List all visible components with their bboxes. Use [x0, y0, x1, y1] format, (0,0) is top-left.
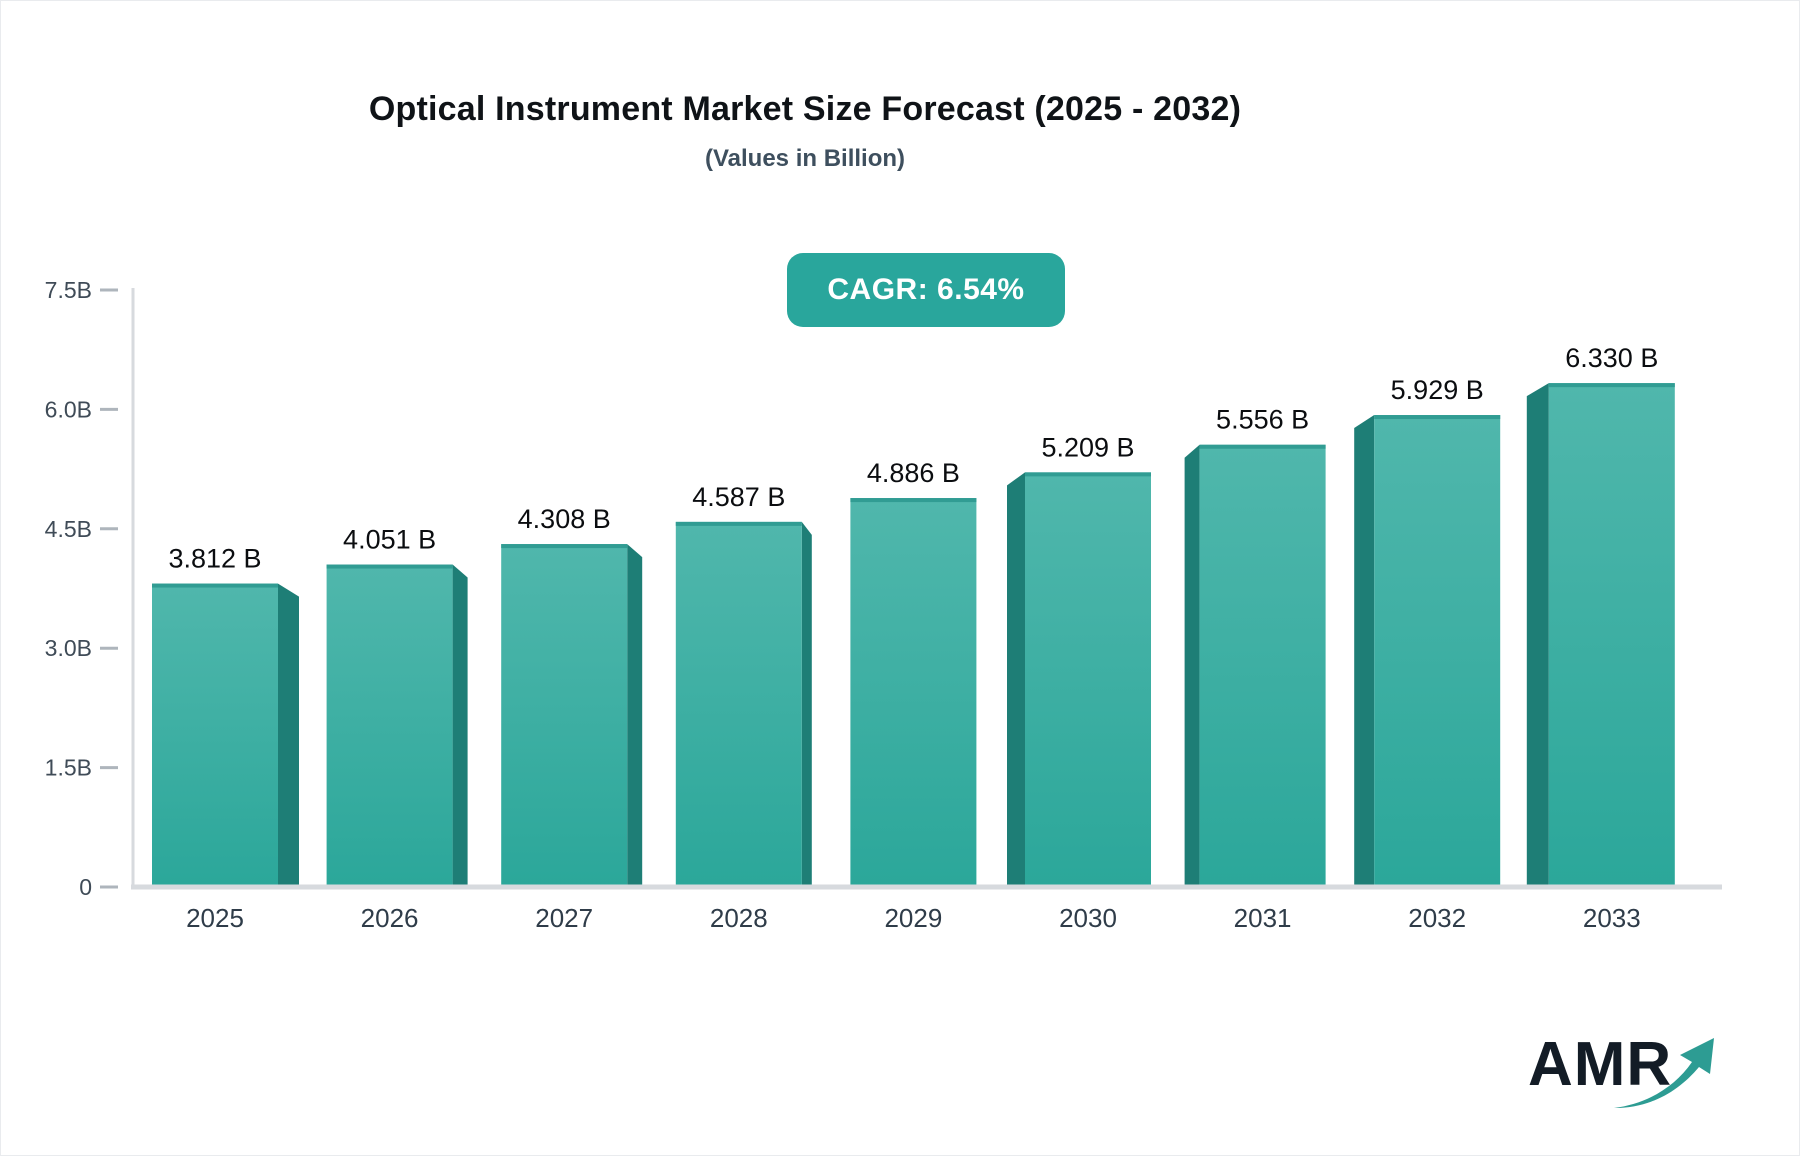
y-tick-label: 4.5B — [45, 516, 92, 542]
bar-value-label: 5.929 B — [1391, 375, 1484, 405]
bar-3d-side — [452, 564, 468, 887]
bar-value-label: 3.812 B — [168, 544, 261, 574]
bar-value-label: 4.587 B — [692, 482, 785, 512]
x-axis-label: 2028 — [710, 903, 768, 933]
bar — [1025, 472, 1151, 887]
bar-top-rim — [1199, 444, 1326, 449]
x-axis-label: 2031 — [1234, 903, 1292, 933]
bar-value-label: 4.308 B — [518, 504, 611, 534]
bar-3d-side — [278, 583, 299, 887]
bar-top-rim — [850, 498, 977, 503]
bar — [326, 564, 453, 887]
bar-top-rim — [1374, 415, 1501, 420]
title-block: Optical Instrument Market Size Forecast … — [0, 90, 1610, 173]
bar-top-rim — [152, 583, 278, 588]
amr-logo-text: AMR — [1528, 1030, 1673, 1099]
bar-top-rim — [326, 564, 453, 569]
bar — [501, 544, 628, 887]
bar-value-label: 4.886 B — [867, 458, 960, 488]
bar-value-label: 5.556 B — [1216, 405, 1309, 435]
y-tick-label: 1.5B — [45, 755, 92, 781]
bar — [675, 521, 802, 887]
y-tick-label: 0 — [79, 874, 92, 900]
bar-3d-side — [1526, 383, 1549, 887]
x-axis-label: 2029 — [884, 903, 942, 933]
bar-3d-side — [1007, 472, 1025, 887]
bar — [850, 498, 977, 887]
amr-logo: AMR — [1520, 1028, 1750, 1118]
x-axis-label: 2027 — [535, 903, 593, 933]
x-axis-label: 2025 — [186, 903, 244, 933]
bar-3d-side — [1354, 415, 1375, 887]
bar — [1199, 444, 1326, 887]
cagr-badge: CAGR: 6.54% — [787, 253, 1065, 327]
bar-top-rim — [675, 521, 802, 526]
y-tick-label: 3.0B — [45, 635, 92, 661]
bar-3d-side — [801, 521, 812, 887]
chart-title: Optical Instrument Market Size Forecast … — [368, 90, 1242, 128]
bar-3d-side — [1184, 444, 1200, 887]
y-tick-label: 6.0B — [45, 396, 92, 422]
bar-top-rim — [501, 544, 628, 549]
growth-arrow-icon — [1614, 1038, 1714, 1108]
bar — [1374, 415, 1501, 887]
bar — [1548, 383, 1675, 887]
bar — [152, 583, 278, 887]
bar-top-rim — [1548, 383, 1675, 388]
chart-subtitle: (Values in Billion) — [704, 145, 906, 172]
bar-value-label: 4.051 B — [343, 525, 436, 555]
bar-value-label: 5.209 B — [1041, 432, 1134, 462]
bar-top-rim — [1025, 472, 1151, 477]
bar-value-label: 6.330 B — [1565, 343, 1658, 373]
x-axis-label: 2026 — [361, 903, 419, 933]
bar-3d-side — [627, 544, 643, 887]
x-axis-label: 2030 — [1059, 903, 1117, 933]
x-axis-label: 2033 — [1583, 903, 1641, 933]
cagr-badge-label: CAGR: 6.54% — [827, 273, 1025, 306]
x-axis-label: 2032 — [1408, 903, 1466, 933]
y-tick-label: 7.5B — [45, 277, 92, 303]
